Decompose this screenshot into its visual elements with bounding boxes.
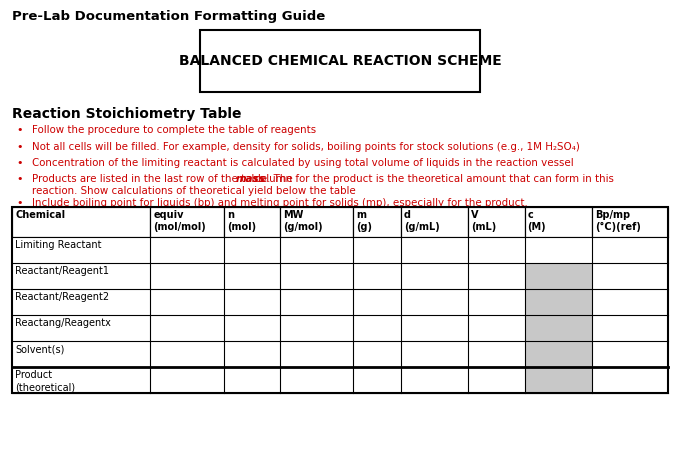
- Bar: [224, 207, 280, 237]
- Bar: [592, 289, 668, 315]
- Text: MW
(g/mol): MW (g/mol): [283, 210, 322, 232]
- Text: Solvent(s): Solvent(s): [15, 344, 65, 354]
- Bar: [592, 207, 668, 237]
- Text: column for the product is the theoretical amount that can form in this: column for the product is the theoretica…: [251, 174, 614, 184]
- Bar: [150, 263, 224, 289]
- Bar: [12, 263, 150, 289]
- Text: n
(mol): n (mol): [226, 210, 256, 232]
- Bar: [524, 315, 592, 341]
- Bar: [469, 289, 524, 315]
- Bar: [224, 341, 280, 367]
- Bar: [150, 315, 224, 341]
- Text: •: •: [17, 142, 23, 152]
- Bar: [401, 315, 469, 341]
- Bar: [224, 367, 280, 393]
- Text: c
(M): c (M): [528, 210, 546, 232]
- Bar: [469, 263, 524, 289]
- Bar: [280, 263, 354, 289]
- Text: equiv
(mol/mol): equiv (mol/mol): [153, 210, 206, 232]
- Text: Reactang/Reagentx: Reactang/Reagentx: [15, 318, 111, 328]
- Bar: [280, 341, 354, 367]
- Text: m
(g): m (g): [356, 210, 373, 232]
- Bar: [524, 341, 592, 367]
- Text: •: •: [17, 198, 23, 208]
- Bar: [401, 367, 469, 393]
- Text: Bp/mp
(°C)(ref): Bp/mp (°C)(ref): [595, 210, 641, 232]
- Bar: [354, 237, 401, 263]
- Bar: [592, 237, 668, 263]
- Bar: [592, 341, 668, 367]
- Bar: [224, 289, 280, 315]
- Text: reaction. Show calculations of theoretical yield below the table: reaction. Show calculations of theoretic…: [32, 186, 356, 195]
- Bar: [12, 315, 150, 341]
- Text: Follow the procedure to complete the table of reagents: Follow the procedure to complete the tab…: [32, 125, 316, 135]
- Bar: [12, 207, 150, 237]
- FancyBboxPatch shape: [200, 30, 480, 92]
- Bar: [150, 341, 224, 367]
- Bar: [150, 207, 224, 237]
- Text: mass: mass: [236, 174, 266, 184]
- Bar: [354, 315, 401, 341]
- Text: •: •: [17, 158, 23, 168]
- Bar: [280, 207, 354, 237]
- Text: BALANCED CHEMICAL REACTION SCHEME: BALANCED CHEMICAL REACTION SCHEME: [179, 54, 501, 68]
- Bar: [592, 263, 668, 289]
- Text: Pre-Lab Documentation Formatting Guide: Pre-Lab Documentation Formatting Guide: [12, 10, 325, 23]
- Text: Reactant/Reagent2: Reactant/Reagent2: [15, 292, 109, 302]
- Bar: [150, 289, 224, 315]
- Text: Reaction Stoichiometry Table: Reaction Stoichiometry Table: [12, 107, 241, 121]
- Bar: [354, 289, 401, 315]
- Bar: [524, 207, 592, 237]
- Bar: [354, 263, 401, 289]
- Bar: [524, 367, 592, 393]
- Bar: [280, 289, 354, 315]
- Bar: [354, 367, 401, 393]
- Bar: [150, 237, 224, 263]
- Bar: [224, 237, 280, 263]
- Text: Product
(theoretical): Product (theoretical): [15, 370, 75, 392]
- Bar: [401, 289, 469, 315]
- Bar: [469, 367, 524, 393]
- Bar: [469, 315, 524, 341]
- Bar: [150, 367, 224, 393]
- Bar: [280, 367, 354, 393]
- Bar: [280, 315, 354, 341]
- Text: Include boiling point for liquids (bp) and melting point for solids (mp), especi: Include boiling point for liquids (bp) a…: [32, 198, 528, 208]
- Text: Concentration of the limiting reactant is calculated by using total volume of li: Concentration of the limiting reactant i…: [32, 158, 574, 168]
- Text: V
(mL): V (mL): [471, 210, 496, 232]
- Bar: [524, 237, 592, 263]
- Text: Reactant/Reagent1: Reactant/Reagent1: [15, 266, 109, 276]
- Bar: [12, 237, 150, 263]
- Text: d
(g/mL): d (g/mL): [404, 210, 440, 232]
- Bar: [401, 263, 469, 289]
- Bar: [469, 207, 524, 237]
- Bar: [592, 367, 668, 393]
- Bar: [12, 367, 150, 393]
- Text: Products are listed in the last row of the table. The: Products are listed in the last row of t…: [32, 174, 296, 184]
- Bar: [524, 263, 592, 289]
- Bar: [280, 237, 354, 263]
- Bar: [12, 207, 668, 393]
- Bar: [224, 315, 280, 341]
- Bar: [401, 341, 469, 367]
- Bar: [12, 289, 150, 315]
- Text: •: •: [17, 125, 23, 135]
- Bar: [12, 341, 150, 367]
- Text: Chemical: Chemical: [15, 210, 65, 220]
- Bar: [401, 237, 469, 263]
- Bar: [354, 341, 401, 367]
- Text: Limiting Reactant: Limiting Reactant: [15, 240, 101, 250]
- Bar: [401, 207, 469, 237]
- Bar: [469, 341, 524, 367]
- Text: •: •: [17, 174, 23, 184]
- Bar: [469, 237, 524, 263]
- Bar: [592, 315, 668, 341]
- Text: Not all cells will be filled. For example, density for solids, boiling points fo: Not all cells will be filled. For exampl…: [32, 142, 580, 152]
- Bar: [224, 263, 280, 289]
- Bar: [354, 207, 401, 237]
- Bar: [524, 289, 592, 315]
